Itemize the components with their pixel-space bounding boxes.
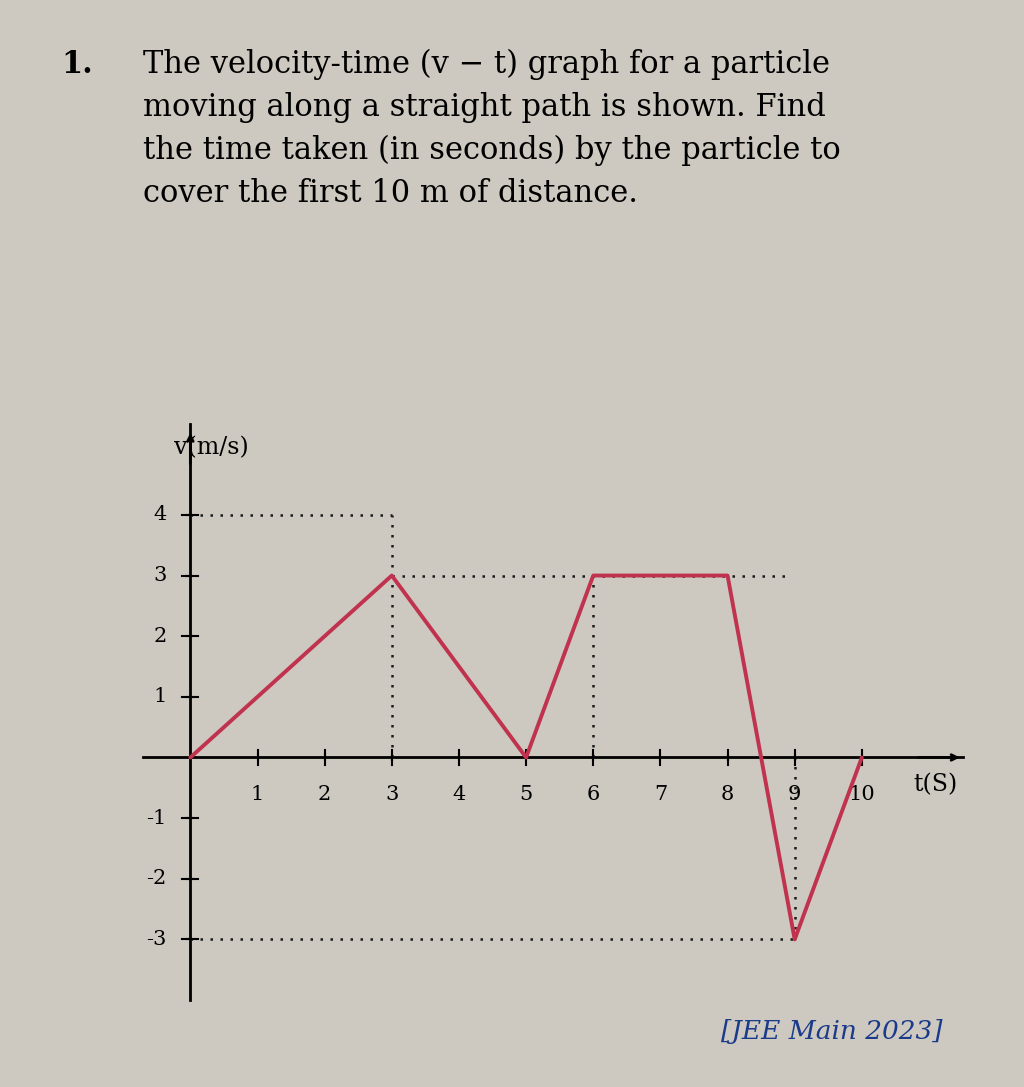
- Text: 7: 7: [653, 785, 667, 803]
- Text: 9: 9: [788, 785, 802, 803]
- Text: [JEE Main 2023]: [JEE Main 2023]: [721, 1019, 942, 1044]
- Text: -1: -1: [146, 809, 167, 827]
- Text: 4: 4: [453, 785, 466, 803]
- Text: 10: 10: [849, 785, 876, 803]
- Text: -3: -3: [146, 929, 167, 949]
- Text: 4: 4: [154, 505, 167, 524]
- Text: 2: 2: [318, 785, 332, 803]
- Text: 1: 1: [251, 785, 264, 803]
- Text: 8: 8: [721, 785, 734, 803]
- Text: 2: 2: [154, 627, 167, 646]
- Text: 1.: 1.: [61, 49, 93, 80]
- Text: The velocity-time (v − t) graph for a particle
moving along a straight path is s: The velocity-time (v − t) graph for a pa…: [143, 49, 841, 210]
- Text: v(m/s): v(m/s): [174, 437, 249, 460]
- Text: 1: 1: [154, 687, 167, 707]
- Text: 3: 3: [385, 785, 398, 803]
- Text: 6: 6: [587, 785, 600, 803]
- Text: t(S): t(S): [913, 773, 957, 797]
- Text: -2: -2: [146, 870, 167, 888]
- Text: 5: 5: [519, 785, 532, 803]
- Text: 3: 3: [154, 566, 167, 585]
